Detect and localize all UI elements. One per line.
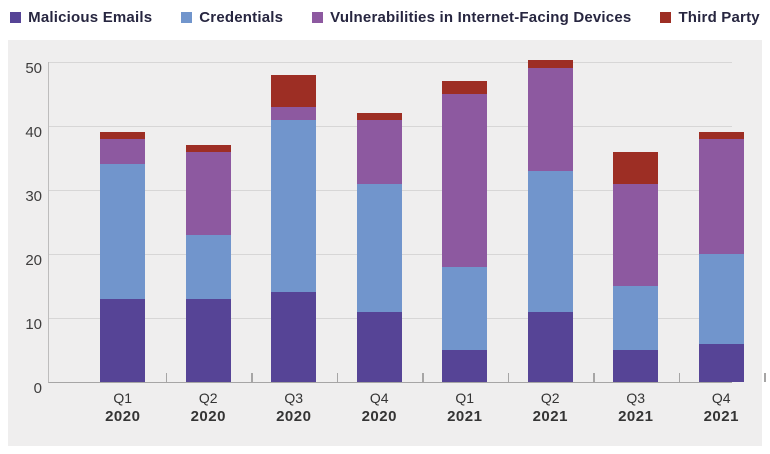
bar-segment-third-party — [100, 132, 146, 139]
bar-segment-malicious-emails — [527, 311, 573, 382]
chart-legend: Malicious Emails Credentials Vulnerabiliti… — [0, 6, 770, 28]
x-axis-label-q1-2021: Q1 2021 — [422, 390, 508, 426]
x-axis-label-q3-2020: Q3 2020 — [251, 390, 337, 426]
bar-group-q1-2020 — [100, 40, 146, 382]
year-label: 2020 — [361, 408, 397, 425]
quarter-label: Q3 — [284, 390, 304, 406]
quarter-label: Q4 — [711, 390, 731, 406]
bar-segment-vulnerabilities-in-internet-facing-devices — [527, 68, 573, 171]
year-label: 2020 — [276, 408, 312, 425]
y-axis-label-50: 50 — [25, 60, 42, 77]
year-label: 2021 — [618, 408, 654, 425]
bar-segment-vulnerabilities-in-internet-facing-devices — [100, 138, 146, 165]
y-axis-label-30: 30 — [25, 188, 42, 205]
bar-group-q2-2020 — [185, 40, 231, 382]
legend-swatch-icon — [181, 11, 193, 23]
chart-panel: 0 10 20 30 40 50 Q1 2020 Q2 2020 Q3 2020 Q4 2020 Q1 202… — [8, 40, 766, 446]
bar-segment-vulnerabilities-in-internet-facing-devices — [613, 183, 659, 286]
legend-swatch-icon — [660, 11, 672, 23]
x-axis-tick — [336, 373, 338, 382]
bar-segment-third-party — [185, 145, 231, 152]
bar-segment-credentials — [442, 266, 488, 350]
legend-label: Malicious Emails — [28, 8, 153, 26]
x-axis-label-q4-2020: Q4 2020 — [336, 390, 422, 426]
legend-label: Vulnerabilities in Internet-Facing Devic… — [330, 8, 632, 26]
legend-swatch-icon — [10, 11, 22, 23]
x-axis-tick — [422, 373, 424, 382]
legend-item-third-party: Third Party — [660, 8, 760, 26]
year-label: 2020 — [190, 408, 226, 425]
bar-segment-third-party — [356, 113, 402, 120]
legend-label: Credentials — [199, 8, 284, 26]
bar-group-q4-2020 — [356, 40, 402, 382]
x-axis-tick — [678, 373, 680, 382]
quarter-label: Q2 — [198, 390, 218, 406]
bar-group-q3-2020 — [271, 40, 317, 382]
x-axis-tick — [507, 373, 509, 382]
bar-segment-malicious-emails — [271, 292, 317, 382]
y-axis-label-20: 20 — [25, 252, 42, 269]
bar-segment-vulnerabilities-in-internet-facing-devices — [442, 94, 488, 267]
bar-segment-vulnerabilities-in-internet-facing-devices — [356, 119, 402, 184]
quarter-label: Q1 — [113, 390, 133, 406]
quarter-label: Q1 — [455, 390, 475, 406]
quarter-label: Q4 — [369, 390, 389, 406]
year-label: 2021 — [447, 408, 483, 425]
bar-group-q2-2021 — [527, 40, 573, 382]
y-axis-label-40: 40 — [25, 124, 42, 141]
x-axis-tick — [251, 373, 253, 382]
x-axis-label-q4-2021: Q4 2021 — [678, 390, 764, 426]
quarter-label: Q2 — [540, 390, 560, 406]
legend-item-vulnerabilities-in-internet-facing-devices: Vulnerabilities in Internet-Facing Devic… — [312, 9, 631, 26]
x-axis-label-q2-2021: Q2 2021 — [507, 390, 593, 426]
year-label: 2021 — [703, 408, 739, 425]
x-axis-label-q3-2021: Q3 2021 — [593, 390, 679, 426]
bar-segment-third-party — [698, 132, 744, 139]
year-label: 2021 — [532, 408, 568, 425]
legend-item-malicious-emails: Malicious Emails — [10, 9, 152, 26]
bar-group-q1-2021 — [442, 40, 488, 382]
legend-swatch-icon — [312, 11, 324, 23]
bar-segment-malicious-emails — [185, 298, 231, 382]
bar-segment-vulnerabilities-in-internet-facing-devices — [185, 151, 231, 235]
bar-segment-vulnerabilities-in-internet-facing-devices — [698, 138, 744, 254]
bar-segment-malicious-emails — [698, 343, 744, 382]
x-axis-tick — [593, 373, 595, 382]
bar-segment-third-party — [527, 60, 573, 69]
x-axis-tick — [764, 373, 766, 382]
bar-segment-vulnerabilities-in-internet-facing-devices — [271, 106, 317, 120]
bar-segment-credentials — [527, 170, 573, 312]
bar-segment-third-party — [613, 151, 659, 184]
legend-label: Third Party — [678, 8, 760, 26]
y-axis-label-0: 0 — [33, 380, 42, 397]
x-axis-label-q1-2020: Q1 2020 — [80, 390, 166, 426]
bar-segment-credentials — [100, 164, 146, 299]
quarter-label: Q3 — [626, 390, 646, 406]
year-label: 2020 — [105, 408, 141, 425]
bar-segment-malicious-emails — [356, 311, 402, 382]
bar-segment-third-party — [442, 81, 488, 94]
bar-group-q3-2021 — [613, 40, 659, 382]
bar-segment-malicious-emails — [613, 350, 659, 382]
bar-segment-malicious-emails — [442, 350, 488, 382]
y-axis-label-10: 10 — [25, 316, 42, 333]
x-axis-label-q2-2020: Q2 2020 — [165, 390, 251, 426]
bar-segment-credentials — [271, 119, 317, 293]
bar-group-q4-2021 — [698, 40, 744, 382]
gridline-50 — [49, 61, 732, 63]
bar-segment-credentials — [698, 254, 744, 344]
bar-segment-third-party — [271, 74, 317, 107]
bar-segment-credentials — [356, 183, 402, 312]
bar-segment-credentials — [185, 234, 231, 299]
legend-item-credentials: Credentials — [181, 9, 283, 26]
bar-segment-credentials — [613, 286, 659, 350]
bar-segment-malicious-emails — [100, 298, 146, 382]
x-axis-tick — [165, 373, 167, 382]
